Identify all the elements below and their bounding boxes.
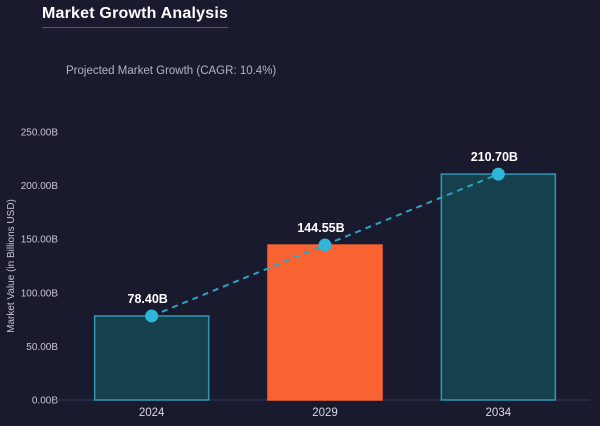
- value-label: 78.40B: [128, 292, 168, 306]
- y-tick-label: 50.00B: [26, 342, 58, 353]
- chart-title: Market Growth Analysis: [42, 5, 229, 28]
- y-tick-label: 150.00B: [21, 235, 59, 246]
- value-label: 210.70B: [471, 150, 518, 164]
- y-tick-label: 0.00B: [32, 396, 58, 407]
- data-point-marker: [318, 238, 332, 252]
- bar: [267, 244, 383, 401]
- bar: [440, 173, 557, 401]
- bar: [93, 315, 210, 401]
- data-point-marker: [145, 309, 159, 323]
- chart-subtitle: Projected Market Growth (CAGR: 10.4%): [66, 65, 277, 77]
- value-label: 144.55B: [297, 221, 344, 235]
- y-axis-title: Market Value (in Billions USD): [6, 199, 17, 333]
- data-point-marker: [491, 167, 505, 181]
- y-tick-label: 200.00B: [21, 181, 59, 192]
- y-tick-label: 100.00B: [21, 288, 59, 299]
- x-axis-label: 2024: [139, 407, 165, 419]
- x-axis-label: 2029: [312, 407, 338, 419]
- x-axis-label: 2034: [486, 407, 512, 419]
- y-tick-label: 250.00B: [21, 128, 59, 139]
